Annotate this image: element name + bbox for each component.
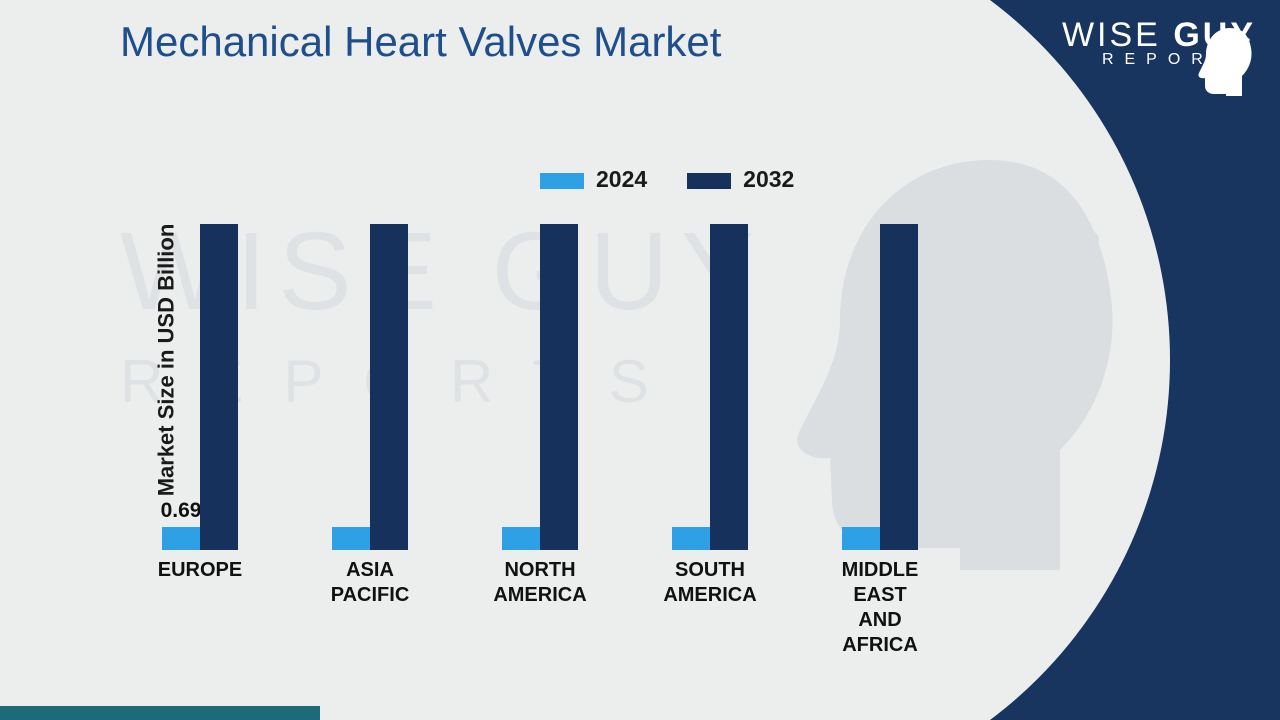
- logo-head-icon: [1196, 26, 1256, 96]
- bar-2024: 0.69: [162, 527, 200, 550]
- brand-logo: WISE GUY REPORTS: [1062, 16, 1256, 69]
- bar-2024: [502, 527, 540, 550]
- bar-2032: [880, 224, 918, 550]
- legend-swatch-2024: [540, 173, 584, 189]
- logo-text-wise: WISE: [1062, 16, 1161, 54]
- bar-2032: [370, 224, 408, 550]
- x-axis-category-label: ASIA PACIFIC: [331, 558, 410, 608]
- legend: 2024 2032: [540, 166, 794, 193]
- bar-2032: [200, 224, 238, 550]
- bottom-accent-strip: [0, 706, 320, 720]
- x-axis-category-label: NORTH AMERICA: [493, 558, 586, 608]
- bar-2024: [332, 527, 370, 550]
- legend-item-2032: 2032: [687, 166, 794, 193]
- legend-item-2024: 2024: [540, 166, 647, 193]
- bar-2024: [842, 527, 880, 550]
- bar-2032: [710, 224, 748, 550]
- chart-title: Mechanical Heart Valves Market: [120, 18, 721, 66]
- legend-label-2024: 2024: [596, 166, 647, 192]
- bar-2032: [540, 224, 578, 550]
- bar-2024: [672, 527, 710, 550]
- bar-chart: 0.69EUROPEASIA PACIFICNORTH AMERICASOUTH…: [110, 210, 940, 550]
- x-axis-category-label: MIDDLE EAST AND AFRICA: [842, 558, 919, 658]
- x-axis-category-label: EUROPE: [158, 558, 242, 583]
- legend-label-2032: 2032: [743, 166, 794, 192]
- legend-swatch-2032: [687, 173, 731, 189]
- x-axis-category-label: SOUTH AMERICA: [663, 558, 756, 608]
